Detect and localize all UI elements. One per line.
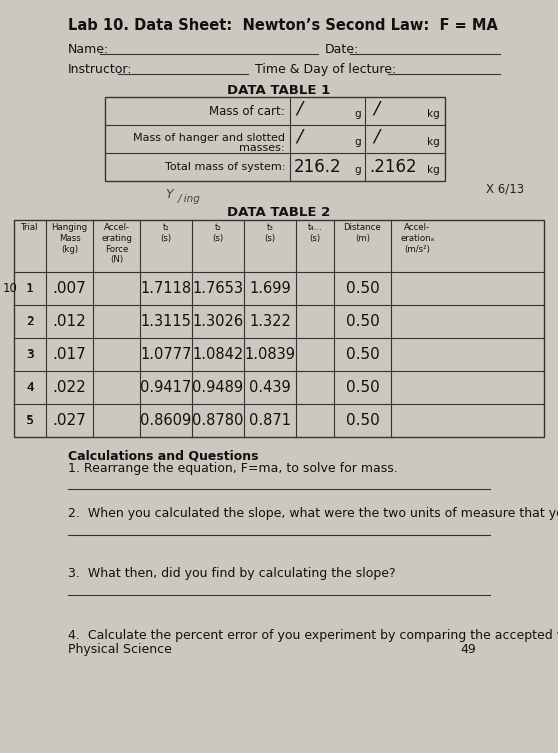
- Text: t₂
(s): t₂ (s): [213, 223, 224, 242]
- Text: .027: .027: [52, 413, 86, 428]
- Text: 0.50: 0.50: [345, 380, 379, 395]
- Text: 0.8780: 0.8780: [193, 413, 244, 428]
- Text: 5: 5: [26, 414, 34, 427]
- Text: Time & Day of lecture:: Time & Day of lecture:: [255, 63, 396, 76]
- Text: Distance
(m): Distance (m): [344, 223, 381, 242]
- Text: Y: Y: [165, 188, 172, 201]
- Text: kg: kg: [427, 109, 440, 119]
- Text: 0.50: 0.50: [345, 314, 379, 329]
- Text: Date:: Date:: [325, 43, 359, 56]
- Text: .007: .007: [52, 281, 86, 296]
- Text: 0.9417: 0.9417: [141, 380, 191, 395]
- Text: /: /: [296, 127, 302, 145]
- Text: DATA TABLE 2: DATA TABLE 2: [227, 206, 331, 219]
- Text: g: g: [354, 165, 361, 175]
- Text: 4: 4: [26, 381, 34, 394]
- Text: DATA TABLE 1: DATA TABLE 1: [227, 84, 331, 97]
- Text: 2.  When you calculated the slope, what were the two units of measure that you d: 2. When you calculated the slope, what w…: [68, 507, 558, 520]
- Text: Calculations and Questions: Calculations and Questions: [68, 449, 258, 462]
- Text: t₁
(s): t₁ (s): [161, 223, 171, 242]
- Text: 2: 2: [26, 315, 34, 328]
- Text: 216.2: 216.2: [294, 158, 341, 176]
- Text: Mass of cart:: Mass of cart:: [209, 105, 285, 117]
- Text: kg: kg: [427, 137, 440, 147]
- Text: 1.0839: 1.0839: [244, 347, 296, 362]
- Text: g: g: [354, 137, 361, 147]
- Text: Trial: Trial: [21, 223, 39, 232]
- Text: 0.439: 0.439: [249, 380, 291, 395]
- Text: .017: .017: [52, 347, 86, 362]
- Text: 0.50: 0.50: [345, 347, 379, 362]
- Text: 2: 2: [26, 316, 33, 327]
- Text: /: /: [296, 99, 302, 117]
- Text: /: /: [373, 99, 379, 117]
- Text: kg: kg: [427, 165, 440, 175]
- Text: t₄...
(s): t₄... (s): [307, 223, 323, 242]
- Text: 1.0842: 1.0842: [193, 347, 244, 362]
- Text: 3: 3: [26, 349, 33, 359]
- Text: .2162: .2162: [369, 158, 417, 176]
- Text: 5: 5: [26, 416, 33, 425]
- Text: .022: .022: [52, 380, 86, 395]
- Bar: [14, 220, 544, 437]
- Text: 3: 3: [26, 348, 34, 361]
- Text: 0.8609: 0.8609: [141, 413, 191, 428]
- Text: 49: 49: [460, 643, 476, 656]
- Text: 3.  What then, did you find by calculating the slope?: 3. What then, did you find by calculatin…: [68, 567, 396, 580]
- Text: 1.3026: 1.3026: [193, 314, 243, 329]
- Text: 10: 10: [3, 282, 18, 295]
- Text: Name:: Name:: [68, 43, 109, 56]
- Text: /: /: [373, 127, 379, 145]
- Text: 0.50: 0.50: [345, 281, 379, 296]
- Bar: [105, 97, 445, 181]
- Text: 1.7118: 1.7118: [141, 281, 191, 296]
- Text: 0.871: 0.871: [249, 413, 291, 428]
- Text: 1.322: 1.322: [249, 314, 291, 329]
- Text: Total mass of system:: Total mass of system:: [165, 162, 285, 172]
- Text: Mass of hanger and slotted: Mass of hanger and slotted: [133, 133, 285, 143]
- Text: 1: 1: [26, 283, 33, 294]
- Text: Physical Science: Physical Science: [68, 643, 172, 656]
- Text: t₃
(s): t₃ (s): [264, 223, 276, 242]
- Text: .012: .012: [52, 314, 86, 329]
- Text: 0.9489: 0.9489: [193, 380, 243, 395]
- Text: 1.3115: 1.3115: [141, 314, 191, 329]
- Text: masses:: masses:: [239, 143, 285, 153]
- Text: 4: 4: [26, 383, 33, 392]
- Text: 1. Rearrange the equation, F=ma, to solve for mass.: 1. Rearrange the equation, F=ma, to solv…: [68, 462, 398, 475]
- Text: Accel-
erationₐ
(m/s²): Accel- erationₐ (m/s²): [401, 223, 435, 254]
- Text: Instructor:: Instructor:: [68, 63, 132, 76]
- Text: 1: 1: [26, 282, 34, 295]
- Text: 0.50: 0.50: [345, 413, 379, 428]
- Text: X 6/13: X 6/13: [486, 182, 524, 195]
- Text: 4.  Calculate the percent error of you experiment by comparing the accepted valu: 4. Calculate the percent error of you ex…: [68, 629, 558, 642]
- Text: / ing: / ing: [178, 194, 201, 204]
- Text: Lab 10. Data Sheet:  Newton’s Second Law:  F = MA: Lab 10. Data Sheet: Newton’s Second Law:…: [68, 18, 498, 33]
- Text: 1.0777: 1.0777: [140, 347, 192, 362]
- Text: Hanging
Mass
(kg): Hanging Mass (kg): [51, 223, 88, 254]
- Text: g: g: [354, 109, 361, 119]
- Text: 1.699: 1.699: [249, 281, 291, 296]
- Text: 1.7653: 1.7653: [193, 281, 243, 296]
- Text: Accel-
erating
Force
(N): Accel- erating Force (N): [101, 223, 132, 264]
